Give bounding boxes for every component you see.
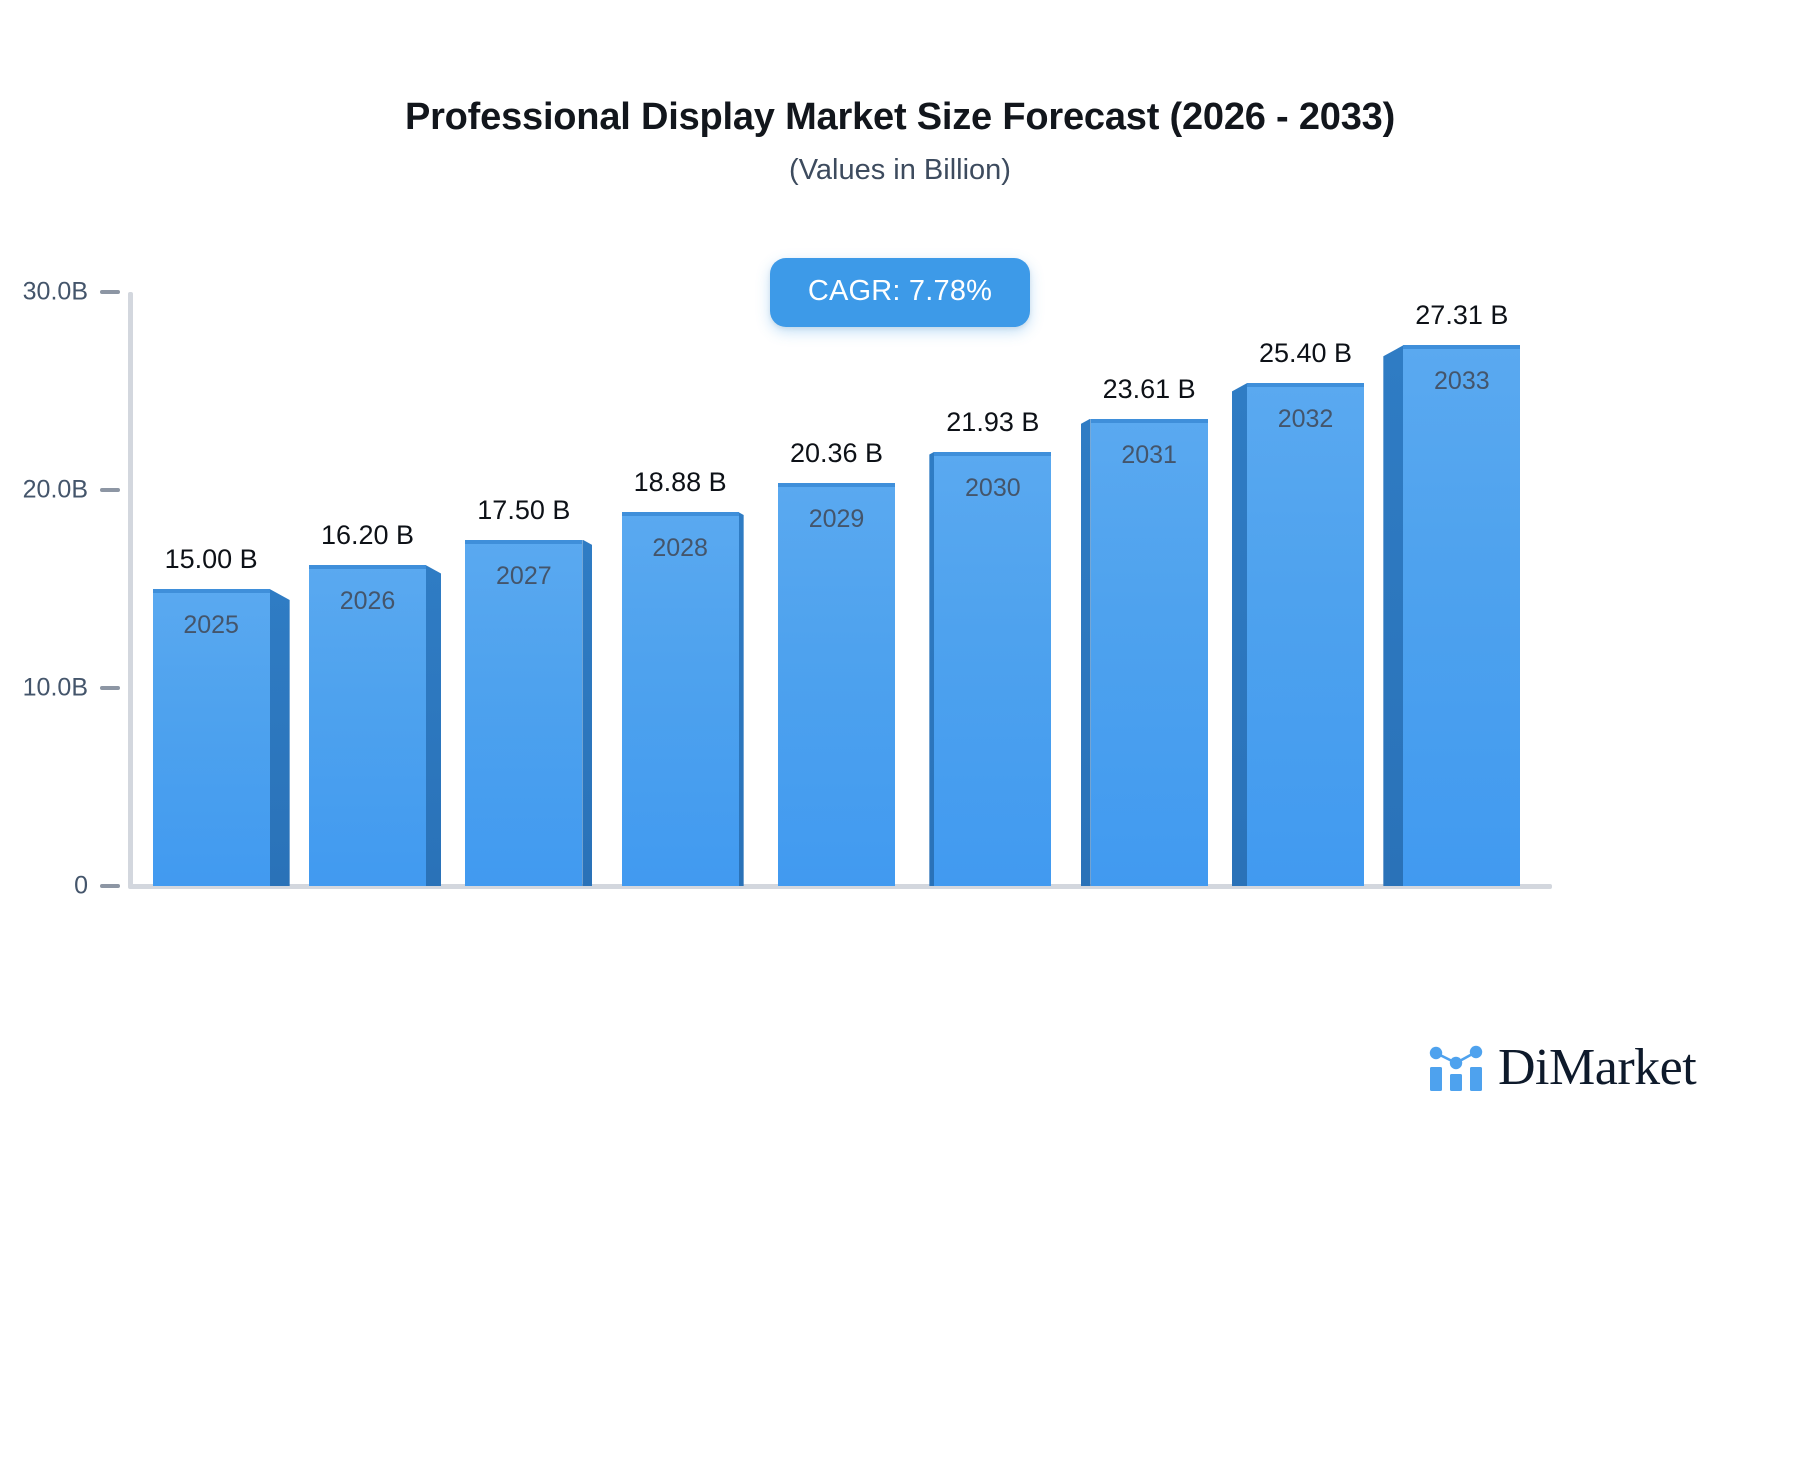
x-axis-label-2032: 2032 — [1277, 405, 1334, 434]
bar-side-face — [1080, 418, 1091, 886]
bar-value-label: 21.93 B — [946, 406, 1040, 437]
brand-logo: DiMarket — [1428, 1039, 1697, 1096]
x-axis-label-2028: 2028 — [652, 534, 708, 563]
y-tick-mark — [100, 686, 120, 690]
bar-front-face — [1247, 383, 1364, 886]
y-tick-mark — [100, 884, 120, 888]
bar-top-edge — [1403, 345, 1521, 350]
bar-front-face — [1090, 418, 1208, 886]
bar-value-label: 16.20 B — [320, 520, 415, 551]
bar-2031[interactable]: 23.61 B 2031 — [1080, 374, 1208, 886]
bar-value-label: 17.50 B — [477, 494, 571, 525]
y-axis-label: 20.0B — [22, 475, 88, 504]
title-block: Professional Display Market Size Forecas… — [0, 96, 1800, 187]
y-axis-line — [128, 292, 133, 888]
x-axis-label-2027: 2027 — [496, 561, 552, 590]
bar-front-face — [309, 565, 426, 886]
x-axis-label-2030: 2030 — [965, 473, 1021, 502]
bar-top-edge — [934, 451, 1052, 456]
bar-side-face — [1383, 345, 1404, 886]
x-axis-label-2031: 2031 — [1121, 440, 1177, 469]
bar-side-face — [738, 512, 744, 886]
bar-top-edge — [152, 589, 270, 593]
x-axis-label-2029: 2029 — [808, 504, 865, 533]
bar-2027[interactable]: 17.50 B 2027 — [465, 495, 593, 886]
bar-front-face — [152, 589, 270, 886]
bar-top-edge — [465, 539, 583, 544]
bar-top-edge — [621, 512, 739, 517]
bar-side-face — [426, 565, 441, 886]
bar-front-face — [621, 512, 739, 886]
bar-top-edge — [1247, 383, 1364, 388]
y-axis-label: 0 — [74, 871, 88, 900]
bar-2026[interactable]: 16.20 B 2026 — [309, 520, 441, 886]
bar-2025[interactable]: 15.00 B 2025 — [152, 544, 290, 886]
bar-value-label: 27.31 B — [1415, 300, 1509, 331]
bar-front-face — [465, 539, 583, 886]
bar-top-edge — [1090, 418, 1208, 423]
bar-side-face — [582, 539, 593, 886]
bar-value-label: 18.88 B — [633, 467, 727, 498]
bar-chart-dots-icon — [1429, 1045, 1483, 1091]
bar-2029[interactable]: 20.36 B 2029 — [778, 438, 895, 886]
bar-front-face — [778, 482, 895, 886]
bar-front-face — [934, 451, 1052, 886]
bars-layer: 15.00 B 2025 16.20 B 2026 17.50 B 2027 18.88 B… — [152, 300, 1521, 886]
bar-value-label: 25.40 B — [1258, 338, 1353, 369]
bar-top-edge — [309, 565, 426, 570]
y-axis-label: 30.0B — [22, 277, 88, 306]
cagr-badge[interactable]: CAGR: 7.78% — [769, 258, 1031, 327]
bar-2033[interactable]: 27.31 B 2033 — [1383, 300, 1521, 886]
bar-side-face — [269, 589, 290, 886]
chart-canvas: Professional Display Market Size Forecas… — [0, 96, 1800, 1096]
bar-side-face — [929, 451, 935, 886]
bar-2032[interactable]: 25.40 B 2032 — [1232, 338, 1364, 886]
brand-logo-text: DiMarket — [1498, 1039, 1697, 1096]
bar-2030[interactable]: 21.93 B 2030 — [929, 407, 1052, 886]
bar-front-face — [1403, 345, 1521, 886]
bar-2028[interactable]: 18.88 B 2028 — [621, 467, 744, 886]
x-axis-label-2026: 2026 — [339, 587, 396, 616]
x-axis-line — [128, 884, 1552, 889]
plot-area: 0 10.0B 20.0B 30.0B — [22, 277, 1552, 900]
x-axis-label-2025: 2025 — [183, 611, 239, 639]
chart-title: Professional Display Market Size Forecas… — [404, 96, 1396, 138]
bar-value-label: 20.36 B — [789, 437, 884, 468]
y-axis-label: 10.0B — [22, 673, 88, 702]
x-axis-label-2033: 2033 — [1434, 367, 1490, 396]
y-tick-mark — [100, 488, 120, 492]
bar-top-edge — [778, 482, 895, 487]
bar-side-face — [1232, 383, 1247, 886]
bar-value-label: 15.00 B — [164, 544, 258, 574]
cagr-badge-wrapper: CAGR: 7.78% — [0, 258, 1800, 327]
bar-value-label: 23.61 B — [1102, 373, 1196, 404]
y-tick-mark — [100, 290, 120, 294]
chart-subtitle: (Values in Billion) — [789, 153, 1011, 186]
